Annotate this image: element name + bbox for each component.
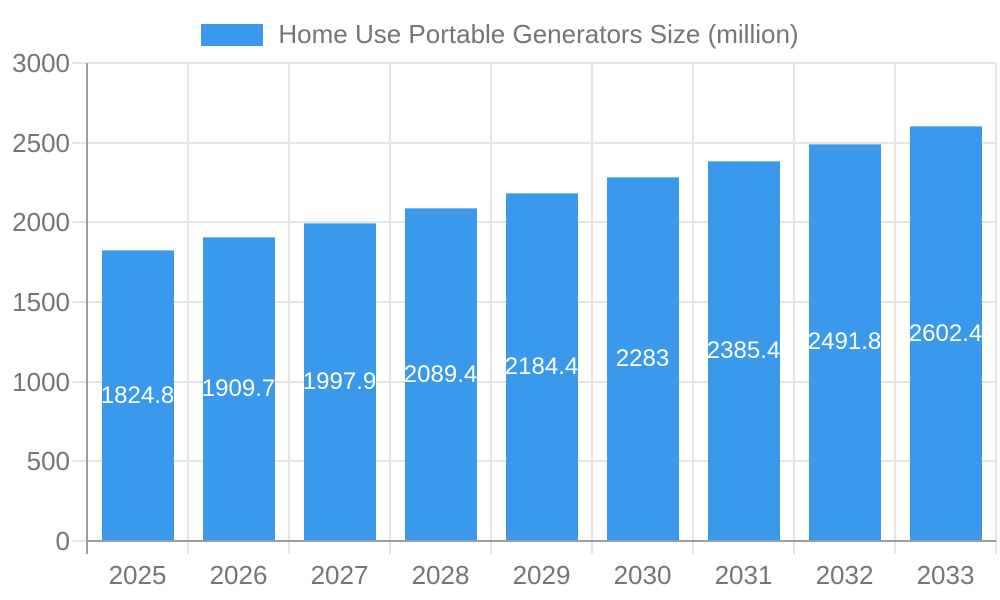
- gridline-x-5: [591, 63, 593, 541]
- xtick-label-2029: 2029: [512, 560, 571, 590]
- ytick-label-1500: 1500: [12, 287, 70, 317]
- gridline-y-3000: [87, 62, 996, 64]
- bar-value-2029: 2184.4: [504, 352, 579, 380]
- bar-2029[interactable]: [505, 192, 578, 542]
- bar-value-2025: 1824.8: [100, 381, 175, 409]
- x-axis-baseline: [86, 540, 996, 542]
- xtick-mark-8: [894, 541, 896, 554]
- bar-2033[interactable]: [909, 126, 982, 542]
- xtick-label-2028: 2028: [411, 560, 470, 590]
- xtick-label-2033: 2033: [916, 560, 975, 590]
- ytick-label-1000: 1000: [12, 366, 70, 397]
- ytick-mark-1000: [72, 380, 87, 383]
- xtick-label-2026: 2026: [209, 560, 268, 590]
- gridline-x-3: [389, 63, 391, 541]
- ytick-label-2000: 2000: [12, 207, 70, 238]
- bar-value-2031: 2385.4: [706, 336, 781, 364]
- bar-value-2028: 2089.4: [403, 360, 478, 388]
- xtick-label-2025: 2025: [108, 560, 167, 590]
- ytick-label-500: 500: [26, 446, 70, 477]
- xtick-mark-5: [591, 541, 593, 554]
- bar-2028[interactable]: [404, 208, 477, 542]
- bar-2025[interactable]: [101, 250, 174, 542]
- xtick-mark-2: [288, 541, 290, 554]
- bar-2031[interactable]: [707, 160, 780, 542]
- bar-2027[interactable]: [303, 222, 376, 542]
- ytick-label-2500: 2500: [12, 127, 70, 158]
- ytick-mark-2500: [72, 141, 87, 144]
- xtick-label-2032: 2032: [815, 560, 874, 590]
- gridline-x-8: [894, 63, 896, 541]
- bar-value-2032: 2491.8: [807, 328, 882, 356]
- xtick-mark-7: [793, 541, 795, 554]
- xtick-mark-9: [995, 541, 997, 554]
- legend-label: Home Use Portable Generators Size (milli…: [278, 19, 799, 49]
- gridline-x-1: [187, 63, 189, 541]
- ytick-label-3000: 3000: [12, 48, 70, 78]
- bar-2032[interactable]: [808, 143, 881, 542]
- xtick-mark-4: [490, 541, 492, 554]
- y-axis-line: [86, 63, 88, 554]
- ytick-mark-0: [72, 540, 87, 542]
- bar-2030[interactable]: [606, 177, 679, 542]
- bar-value-2026: 1909.7: [201, 374, 276, 402]
- bar-value-2030: 2283: [615, 345, 670, 373]
- gridline-x-7: [793, 63, 795, 541]
- gridline-x-4: [490, 63, 492, 541]
- gridline-x-6: [692, 63, 694, 541]
- ytick-mark-500: [72, 460, 87, 463]
- bar-value-2027: 1997.9: [302, 367, 377, 395]
- ytick-mark-1500: [72, 301, 87, 303]
- xtick-mark-1: [187, 541, 189, 554]
- ytick-mark-3000: [72, 62, 87, 64]
- bar-value-2033: 2602.4: [908, 319, 983, 347]
- ytick-label-0: 0: [55, 526, 70, 556]
- gridline-x-9: [995, 63, 997, 541]
- legend[interactable]: Home Use Portable Generators Size (milli…: [0, 19, 1000, 50]
- xtick-label-2027: 2027: [310, 560, 369, 590]
- xtick-mark-3: [389, 541, 391, 554]
- gridline-x-2: [288, 63, 290, 541]
- xtick-label-2030: 2030: [613, 560, 672, 590]
- ytick-mark-2000: [72, 221, 87, 224]
- gridline-y-2500: [87, 141, 996, 144]
- xtick-label-2031: 2031: [714, 560, 773, 590]
- bar-2026[interactable]: [202, 236, 275, 542]
- xtick-mark-6: [692, 541, 694, 554]
- legend-swatch: [201, 23, 264, 46]
